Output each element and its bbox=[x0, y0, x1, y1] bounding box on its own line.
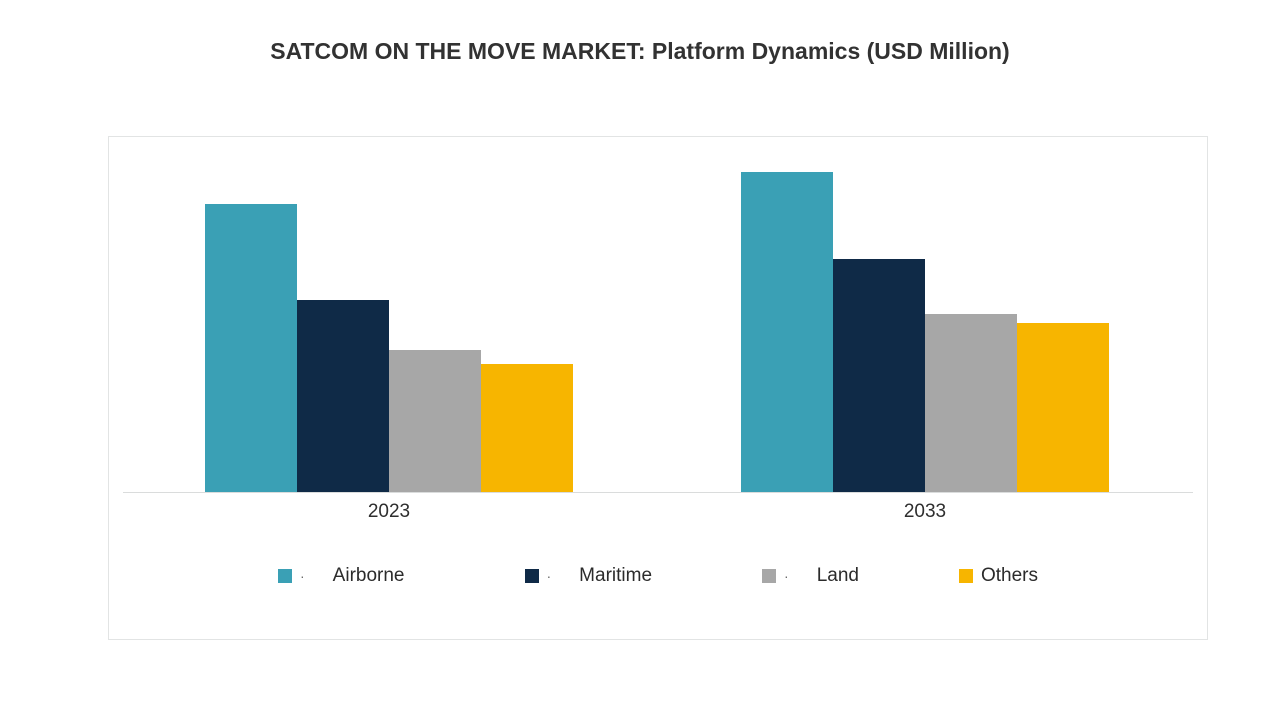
legend-swatch-icon bbox=[278, 569, 292, 583]
legend-dot-icon: · bbox=[784, 568, 789, 584]
bar-maritime bbox=[833, 259, 925, 492]
legend-item-maritime: · Maritime bbox=[525, 565, 653, 587]
legend-item-others: Others bbox=[959, 565, 1038, 587]
bar-airborne bbox=[741, 172, 833, 492]
x-label: 2033 bbox=[904, 501, 946, 523]
legend-swatch-icon bbox=[959, 569, 973, 583]
bar-others bbox=[1017, 323, 1109, 492]
chart-title: SATCOM ON THE MOVE MARKET: Platform Dyna… bbox=[0, 0, 1280, 65]
legend-dot-icon: · bbox=[547, 568, 552, 584]
legend-label: Land bbox=[817, 565, 859, 587]
legend-label: Maritime bbox=[579, 565, 652, 587]
chart-container: 2023 2033 · Airborne · Maritime · Land Others bbox=[108, 136, 1208, 640]
chart-title-bold: SATCOM ON THE MOVE MARKET: bbox=[270, 38, 645, 64]
legend-item-airborne: · Airborne bbox=[278, 565, 405, 587]
bar-airborne bbox=[205, 204, 297, 492]
bar-others bbox=[481, 364, 573, 492]
plot-area bbox=[123, 137, 1193, 493]
bar-land bbox=[389, 350, 481, 492]
bar-group-2033 bbox=[741, 172, 1109, 492]
legend-label: Others bbox=[981, 565, 1038, 587]
legend-label: Airborne bbox=[333, 565, 405, 587]
legend-swatch-icon bbox=[762, 569, 776, 583]
x-label: 2023 bbox=[368, 501, 410, 523]
bar-land bbox=[925, 314, 1017, 492]
legend-item-land: · Land bbox=[762, 565, 859, 587]
bar-maritime bbox=[297, 300, 389, 492]
chart-title-rest: Platform Dynamics (USD Million) bbox=[646, 38, 1010, 64]
bar-group-2023 bbox=[205, 204, 573, 492]
x-axis-labels: 2023 2033 bbox=[123, 501, 1193, 531]
legend: · Airborne · Maritime · Land Others bbox=[109, 565, 1207, 587]
legend-dot-icon: · bbox=[300, 568, 305, 584]
legend-swatch-icon bbox=[525, 569, 539, 583]
